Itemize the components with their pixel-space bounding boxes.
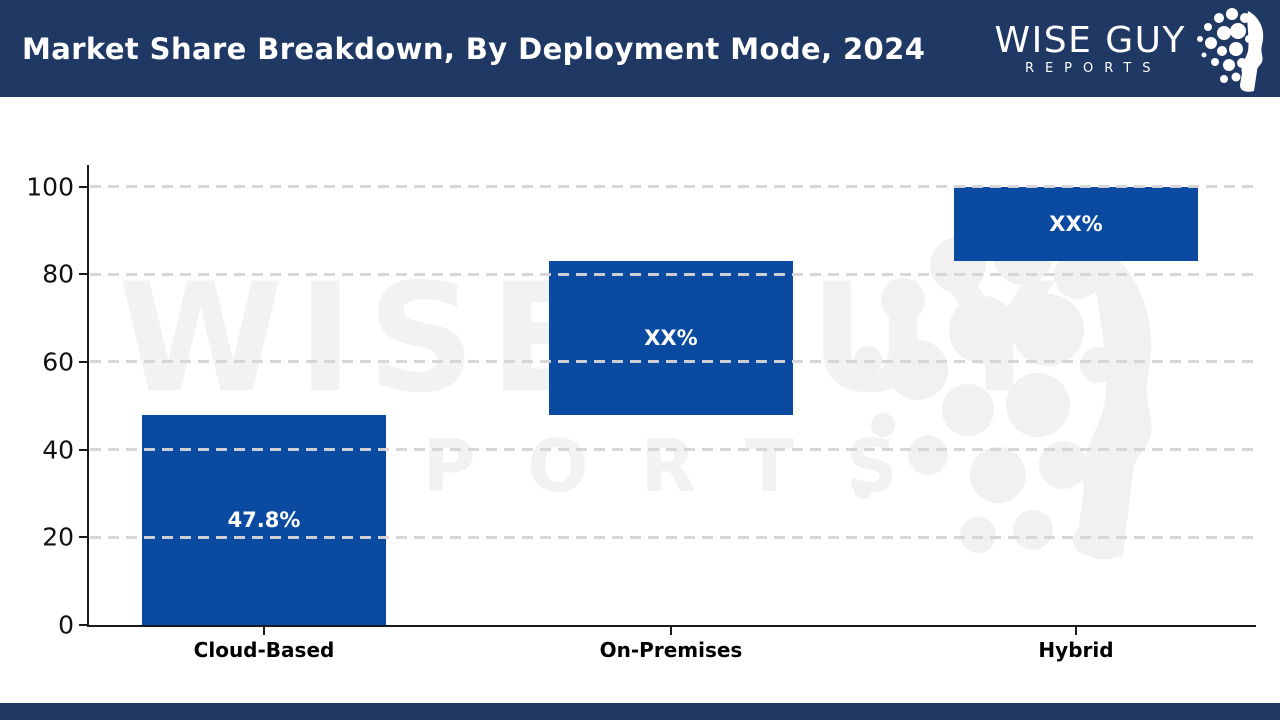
y-axis-line [87,165,89,627]
logo-wordmark-line1: WISE GUY [994,20,1186,62]
y-tick-mark-40 [79,448,88,451]
x-axis-line [87,625,1256,627]
y-tick-label-60: 60 [42,347,74,377]
x-tick-mark-on-premises [670,627,672,635]
y-tick-label-80: 80 [42,259,74,289]
y-tick-label-100: 100 [26,172,74,201]
wiseguy-head-icon [1197,8,1264,92]
x-tick-label-cloud-based: Cloud-Based [193,638,335,662]
logo-wordmark: WISE GUY REPORTS [995,22,1187,76]
watermark-head-icon [854,225,1152,560]
x-tick-mark-cloud-based [263,627,265,635]
bar-hybrid: XX% [954,186,1198,262]
y-tick-label-40: 40 [42,435,74,465]
bar-value-label-hybrid: XX% [1049,211,1103,236]
bar-value-label-on-premises: XX% [644,326,698,351]
x-tick-label-on-premises: On-Premises [599,638,743,662]
bar-cloud-based: 47.8% [142,415,386,625]
wiseguy-logo: WISE GUY REPORTS [995,4,1269,94]
y-tick-mark-20 [79,536,88,539]
logo-wordmark-line2: REPORTS [1024,60,1162,76]
bar-value-label-cloud-based: 47.8% [227,508,301,533]
y-tick-mark-100 [79,185,88,188]
y-tick-mark-60 [79,360,88,363]
chart-title: Market Share Breakdown, By Deployment Mo… [22,31,926,66]
header-bar: Market Share Breakdown, By Deployment Mo… [0,0,1280,97]
x-tick-mark-hybrid [1075,627,1077,635]
gridline-100 [90,185,1255,188]
footer-bar [0,703,1280,720]
y-tick-label-20: 20 [42,522,74,552]
bar-on-premises: XX% [549,261,793,416]
x-tick-label-hybrid: Hybrid [1038,638,1114,662]
y-tick-mark-80 [79,273,88,276]
gridline-60 [90,360,1255,364]
gridline-40 [90,448,1255,452]
y-tick-mark-0 [79,624,88,626]
y-tick-label-0: 0 [58,610,74,640]
gridline-80 [90,272,1255,276]
gridline-20 [90,535,1255,539]
